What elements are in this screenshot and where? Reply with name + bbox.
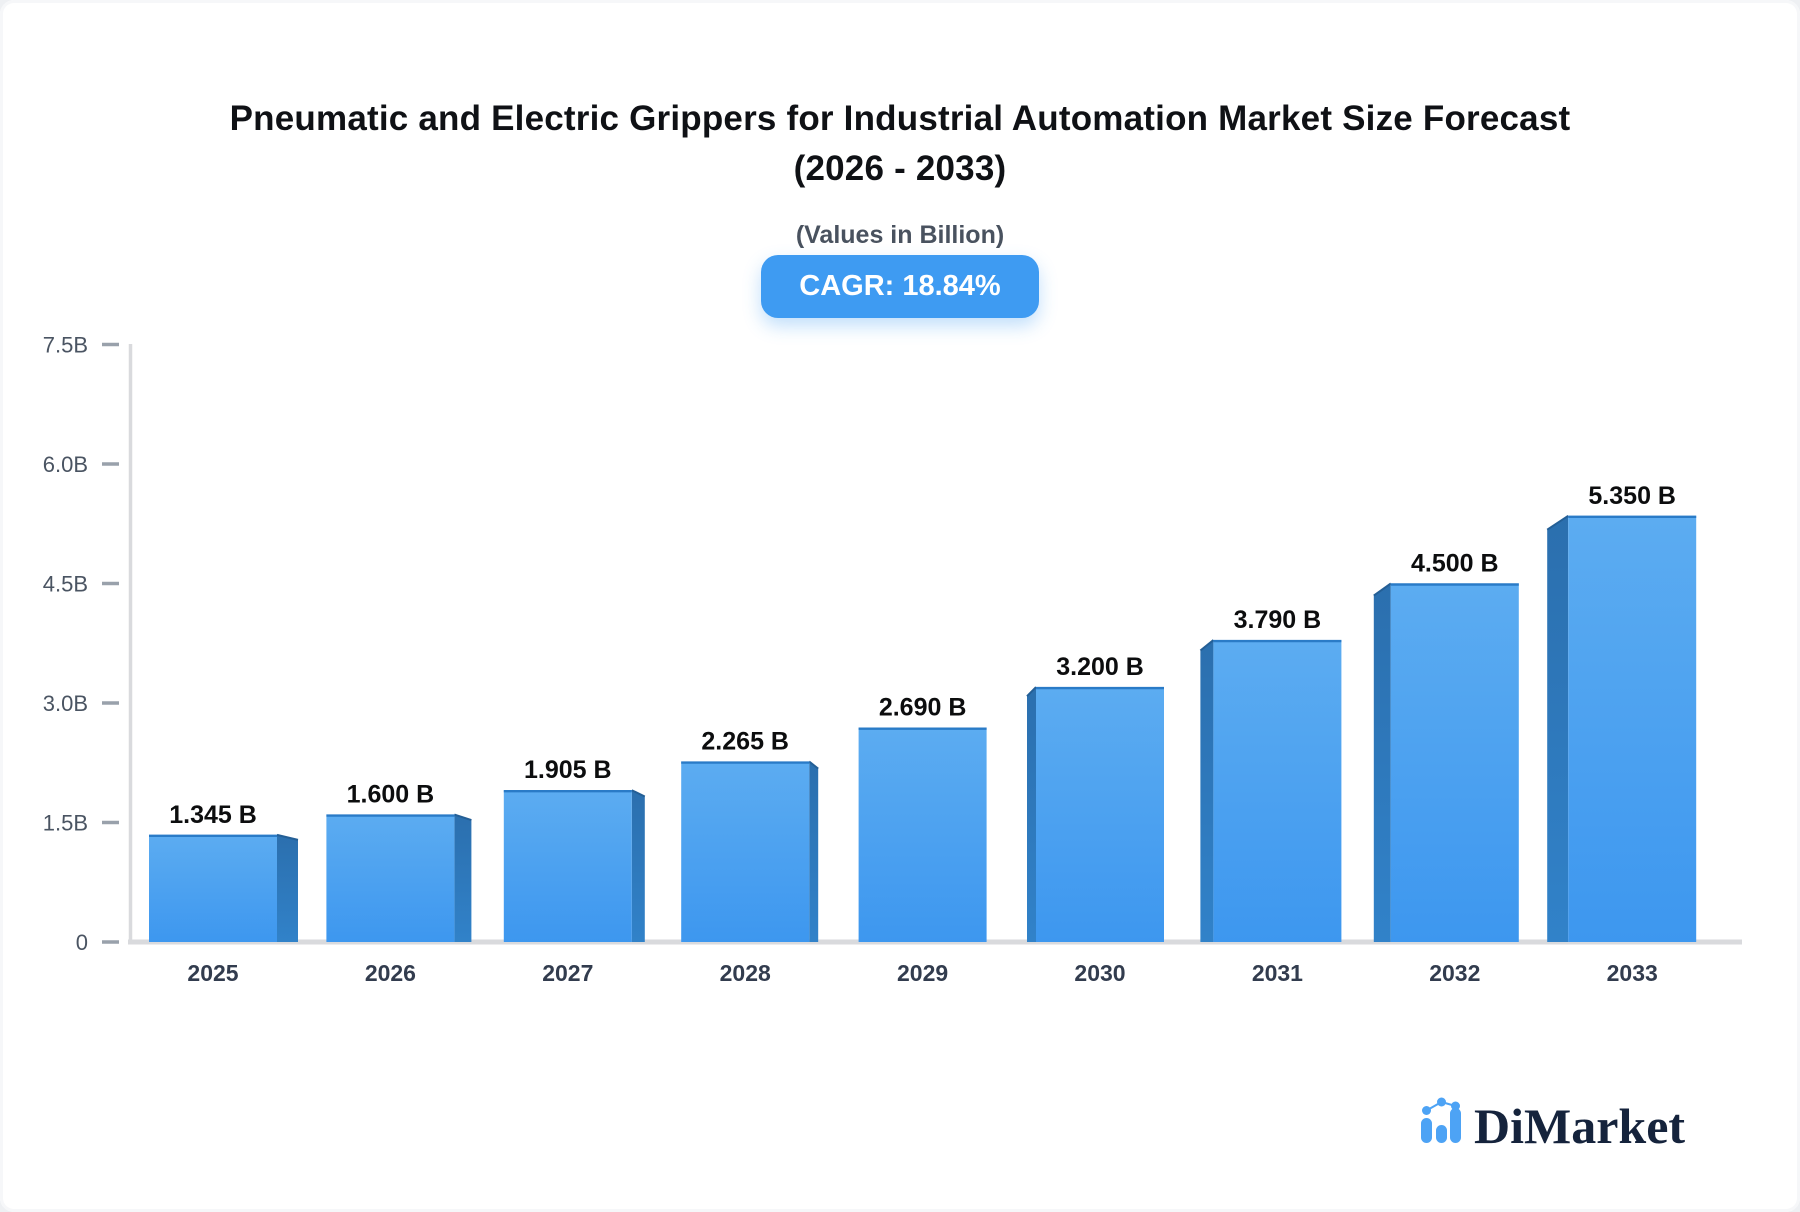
bar-group-2032: 4.500 B 2032 [1373, 550, 1519, 986]
bar-front-face [858, 727, 987, 942]
bar-value-label: 4.500 B [1411, 550, 1499, 578]
bar-side-face [1200, 640, 1214, 942]
bar-side-face [1547, 515, 1569, 942]
logo-wordmark: DiMarket [1474, 1098, 1685, 1150]
mini-bar-line-chart-icon [1421, 1097, 1461, 1143]
bar-side-top-edge [1546, 514, 1569, 531]
y-axis-line [128, 344, 133, 942]
y-tick-label: 7.5B [43, 333, 88, 358]
y-tick-mark [102, 462, 119, 466]
y-tick-label: 4.5B [43, 572, 88, 597]
x-tick-label: 2025 [187, 960, 238, 986]
bar-side-top-edge [454, 813, 472, 822]
x-tick-label: 2027 [542, 960, 593, 986]
bar-group-2027: 1.905 B 2027 [503, 756, 646, 986]
bar-front-face [1213, 640, 1342, 942]
bar-side-top-edge [631, 789, 646, 798]
chart-subtitle: (Values in Billion) [795, 221, 1005, 249]
bar-value-label: 1.345 B [169, 801, 257, 829]
bar-side-face [1027, 687, 1036, 942]
logo-svg: DiMarket [1421, 1097, 1685, 1154]
cagr-badge: CAGR: 18.84% [761, 255, 1039, 318]
bar-side-face [277, 834, 298, 942]
brand-logo: DiMarket [1418, 1094, 1718, 1155]
bar-front-face [681, 761, 810, 942]
bar-side-top-edge [1373, 582, 1392, 597]
y-tick-mark [102, 701, 119, 705]
bar-side-face [454, 814, 472, 942]
bar-front-face [149, 834, 277, 942]
bar-value-label: 2.690 B [879, 694, 967, 722]
y-tick-label: 6.0B [43, 452, 88, 477]
bar-group-2025: 1.345 B 2025 [149, 801, 299, 986]
y-tick-mark [102, 342, 119, 347]
bar-group-2030: 3.200 B 2030 [1026, 653, 1164, 986]
x-tick-label: 2032 [1429, 960, 1480, 986]
y-tick-label: 0 [76, 930, 88, 955]
bar-front-face [503, 790, 632, 942]
bar-side-face [809, 761, 819, 942]
bar-value-label: 1.600 B [347, 781, 435, 809]
bar-side-top-edge [276, 833, 299, 841]
bar-side-top-edge [1026, 686, 1037, 697]
chart-header: Pneumatic and Electric Grippers for Indu… [0, 94, 1800, 318]
bar-front-face [326, 814, 455, 942]
x-tick-label: 2031 [1252, 960, 1303, 986]
y-tick-mark [102, 581, 119, 586]
bar-side-face [631, 790, 645, 942]
bar-group-2028: 2.265 B 2028 [681, 728, 819, 986]
chart-title-line2: (2026 - 2033) [793, 149, 1007, 188]
x-tick-label: 2030 [1074, 960, 1125, 986]
x-tick-label: 2028 [720, 960, 771, 986]
y-tick-label: 3.0B [43, 691, 88, 716]
x-tick-label: 2026 [365, 960, 416, 986]
bar-value-label: 1.905 B [524, 756, 612, 784]
bar-group-2031: 3.790 B 2031 [1199, 606, 1342, 986]
bar-front-face [1036, 687, 1164, 942]
bar-value-label: 5.350 B [1588, 482, 1676, 510]
y-tick-label: 1.5B [43, 811, 88, 836]
bar-group-2026: 1.600 B 2026 [326, 781, 472, 986]
bar-group-2029: 2.690 B 2029 [858, 694, 987, 986]
bar-value-label: 2.265 B [701, 728, 789, 756]
x-tick-label: 2033 [1607, 960, 1658, 986]
bar-group-2033: 5.350 B 2033 [1546, 482, 1697, 986]
bar-side-face [1373, 583, 1391, 942]
x-tick-label: 2029 [897, 960, 948, 986]
bar-value-label: 3.200 B [1056, 653, 1144, 681]
bar-value-label: 3.790 B [1234, 606, 1322, 634]
bar-side-top-edge [808, 760, 819, 770]
chart-title-line1: Pneumatic and Electric Grippers for Indu… [229, 99, 1571, 138]
y-tick-mark [102, 940, 119, 944]
bar-front-face [1390, 583, 1519, 942]
bar-front-face [1568, 515, 1697, 942]
y-tick-mark [102, 820, 119, 825]
bar-side-top-edge [1199, 639, 1215, 652]
